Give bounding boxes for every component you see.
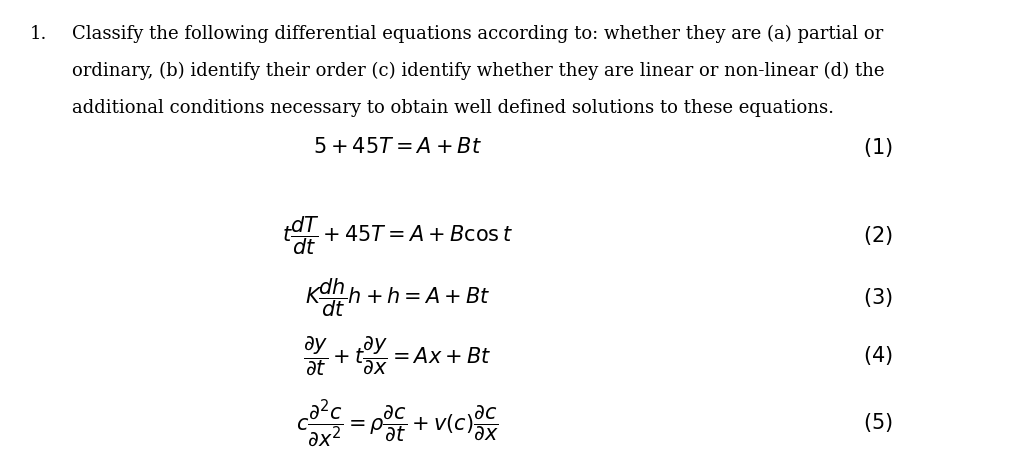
Text: 1.: 1. — [30, 25, 47, 42]
Text: $t\dfrac{dT}{dt} + 45T = A + B\cos t$: $t\dfrac{dT}{dt} + 45T = A + B\cos t$ — [282, 214, 513, 257]
Text: $c\dfrac{\partial^2 c}{\partial x^2} = \rho\dfrac{\partial c}{\partial t} + v(c): $c\dfrac{\partial^2 c}{\partial x^2} = \… — [296, 397, 499, 449]
Text: $(5)$: $(5)$ — [863, 411, 893, 434]
Text: ordinary, (b) identify their order (c) identify whether they are linear or non-l: ordinary, (b) identify their order (c) i… — [72, 62, 885, 80]
Text: $(4)$: $(4)$ — [863, 344, 893, 367]
Text: Classify the following differential equations according to: whether they are (a): Classify the following differential equa… — [72, 25, 884, 43]
Text: additional conditions necessary to obtain well defined solutions to these equati: additional conditions necessary to obtai… — [72, 99, 835, 116]
Text: $(1)$: $(1)$ — [863, 136, 893, 159]
Text: $(2)$: $(2)$ — [863, 224, 893, 247]
Text: $K\dfrac{dh}{dt}h + h = A + Bt$: $K\dfrac{dh}{dt}h + h = A + Bt$ — [304, 277, 490, 319]
Text: $\dfrac{\partial y}{\partial t} + t\dfrac{\partial y}{\partial x} = Ax + Bt$: $\dfrac{\partial y}{\partial t} + t\dfra… — [303, 334, 492, 377]
Text: $5 + 45T = A + Bt$: $5 + 45T = A + Bt$ — [313, 137, 482, 158]
Text: $(3)$: $(3)$ — [863, 286, 893, 309]
